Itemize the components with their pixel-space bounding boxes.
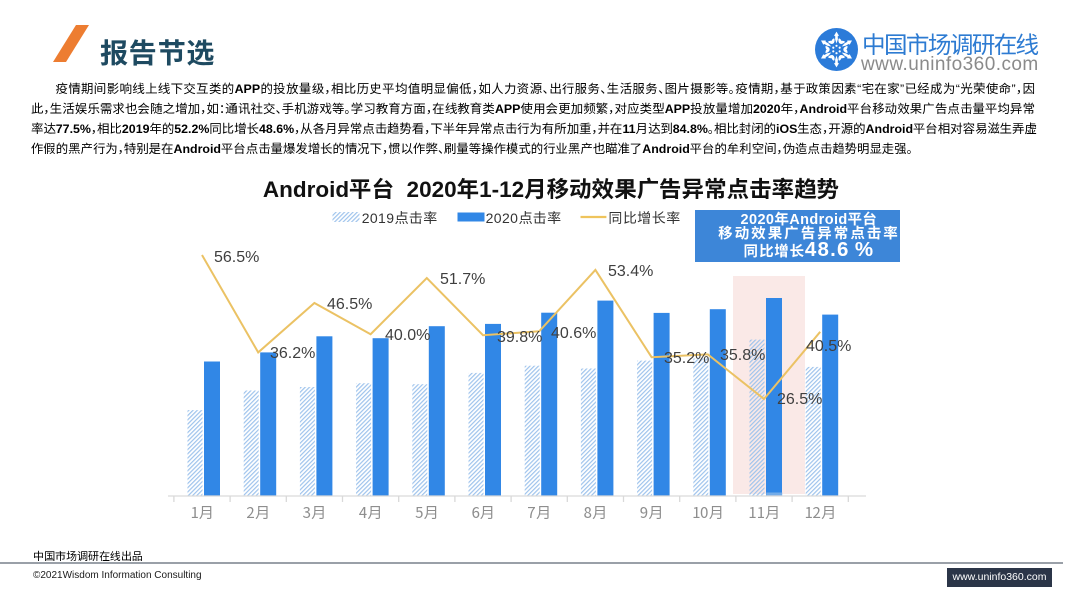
svg-text:46.5%: 46.5% (327, 296, 372, 313)
svg-text:26.5%: 26.5% (777, 391, 822, 408)
svg-text:6月: 6月 (471, 502, 494, 523)
svg-text:3月: 3月 (303, 502, 326, 523)
svg-text:Android平台 2020年1-12月移动效果广告异常点: Android平台 2020年1-12月移动效果广告异常点击率趋势 (263, 177, 839, 202)
svg-text:11月: 11月 (748, 502, 780, 523)
svg-text:35.2%: 35.2% (664, 350, 709, 367)
svg-text:40.6%: 40.6% (551, 325, 596, 342)
svg-text:2020点击率: 2020点击率 (486, 210, 562, 226)
svg-text:同比增长率: 同比增长率 (609, 210, 681, 226)
svg-text:53.4%: 53.4% (608, 263, 653, 280)
svg-text:5月: 5月 (414, 502, 438, 523)
svg-text:51.7%: 51.7% (440, 271, 485, 288)
svg-text:35.8%: 35.8% (720, 347, 765, 364)
svg-text:1月: 1月 (190, 502, 213, 523)
svg-text:12月: 12月 (804, 502, 836, 523)
svg-text:8月: 8月 (584, 502, 607, 523)
svg-text:39.8%: 39.8% (497, 329, 542, 346)
svg-text:40.5%: 40.5% (806, 338, 851, 355)
svg-text:56.5%: 56.5% (214, 249, 259, 266)
svg-text:10月: 10月 (692, 502, 724, 523)
svg-text:40.0%: 40.0% (385, 327, 430, 344)
svg-text:4月: 4月 (359, 502, 382, 523)
svg-text:2月: 2月 (247, 502, 270, 523)
svg-text:7月: 7月 (528, 502, 551, 523)
svg-text:36.2%: 36.2% (270, 345, 315, 362)
svg-text:9月: 9月 (640, 502, 663, 523)
svg-text:2019点击率: 2019点击率 (362, 210, 438, 226)
